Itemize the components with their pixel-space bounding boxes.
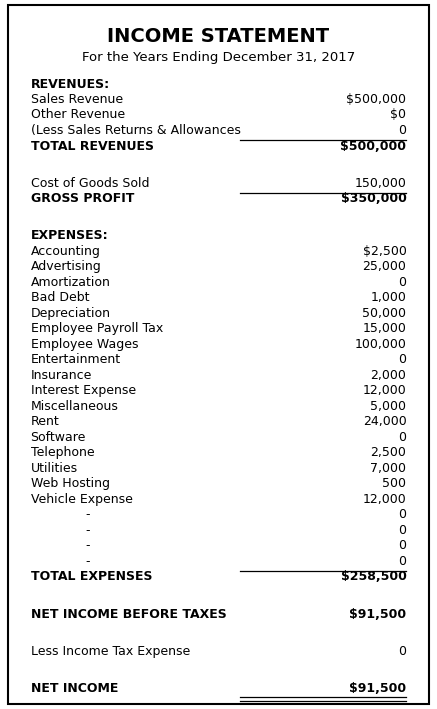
Text: $0: $0: [390, 108, 406, 121]
Text: INCOME STATEMENT: INCOME STATEMENT: [108, 28, 329, 47]
Text: Amortization: Amortization: [31, 276, 111, 289]
Text: REVENUES:: REVENUES:: [31, 77, 110, 91]
Text: 2,500: 2,500: [371, 447, 406, 459]
Text: 0: 0: [399, 353, 406, 367]
Text: 0: 0: [399, 508, 406, 521]
Text: 0: 0: [399, 555, 406, 568]
Text: Other Revenue: Other Revenue: [31, 108, 125, 121]
Text: 12,000: 12,000: [363, 493, 406, 506]
Text: Depreciation: Depreciation: [31, 307, 111, 320]
Text: 0: 0: [399, 431, 406, 444]
Text: EXPENSES:: EXPENSES:: [31, 230, 108, 242]
Text: 0: 0: [399, 276, 406, 289]
Text: TOTAL EXPENSES: TOTAL EXPENSES: [31, 571, 152, 584]
Text: -: -: [86, 524, 90, 537]
Text: 7,000: 7,000: [371, 462, 406, 475]
Text: $91,500: $91,500: [349, 608, 406, 620]
Text: -: -: [86, 555, 90, 568]
Text: 12,000: 12,000: [363, 384, 406, 398]
Text: Web Hosting: Web Hosting: [31, 477, 110, 491]
Text: 15,000: 15,000: [363, 323, 406, 335]
Text: Software: Software: [31, 431, 86, 444]
Text: $2,500: $2,500: [363, 245, 406, 258]
Text: Telephone: Telephone: [31, 447, 94, 459]
Text: NET INCOME BEFORE TAXES: NET INCOME BEFORE TAXES: [31, 608, 226, 620]
Text: $500,000: $500,000: [340, 140, 406, 152]
Text: 5,000: 5,000: [371, 400, 406, 413]
Text: 50,000: 50,000: [362, 307, 406, 320]
Text: Employee Payroll Tax: Employee Payroll Tax: [31, 323, 163, 335]
Text: $500,000: $500,000: [347, 93, 406, 106]
Text: -: -: [86, 508, 90, 521]
Text: Rent: Rent: [31, 415, 59, 428]
Text: Miscellaneous: Miscellaneous: [31, 400, 118, 413]
Text: Cost of Goods Sold: Cost of Goods Sold: [31, 177, 149, 190]
Text: 1,000: 1,000: [371, 291, 406, 304]
Text: 150,000: 150,000: [354, 177, 406, 190]
Text: Insurance: Insurance: [31, 369, 92, 382]
Text: -: -: [86, 540, 90, 552]
Text: 24,000: 24,000: [363, 415, 406, 428]
Text: 0: 0: [399, 524, 406, 537]
Text: Advertising: Advertising: [31, 260, 101, 274]
Text: Sales Revenue: Sales Revenue: [31, 93, 123, 106]
Text: GROSS PROFIT: GROSS PROFIT: [31, 192, 134, 205]
Text: 25,000: 25,000: [363, 260, 406, 274]
Text: Bad Debt: Bad Debt: [31, 291, 89, 304]
Text: Interest Expense: Interest Expense: [31, 384, 136, 398]
Text: Less Income Tax Expense: Less Income Tax Expense: [31, 644, 190, 658]
Text: NET INCOME: NET INCOME: [31, 682, 118, 695]
Text: 2,000: 2,000: [371, 369, 406, 382]
Text: 0: 0: [399, 124, 406, 137]
Text: Utilities: Utilities: [31, 462, 78, 475]
Text: TOTAL REVENUES: TOTAL REVENUES: [31, 140, 153, 152]
Text: For the Years Ending December 31, 2017: For the Years Ending December 31, 2017: [82, 52, 355, 65]
Text: Vehicle Expense: Vehicle Expense: [31, 493, 132, 506]
Text: Employee Wages: Employee Wages: [31, 338, 138, 351]
Text: 0: 0: [399, 644, 406, 658]
Text: Entertainment: Entertainment: [31, 353, 121, 367]
Text: Accounting: Accounting: [31, 245, 101, 258]
Text: 500: 500: [382, 477, 406, 491]
Text: $91,500: $91,500: [349, 682, 406, 695]
Text: 0: 0: [399, 540, 406, 552]
Text: (Less Sales Returns & Allowances: (Less Sales Returns & Allowances: [31, 124, 240, 137]
Text: $350,000: $350,000: [340, 192, 406, 205]
Text: $258,500: $258,500: [340, 571, 406, 584]
Text: 100,000: 100,000: [354, 338, 406, 351]
